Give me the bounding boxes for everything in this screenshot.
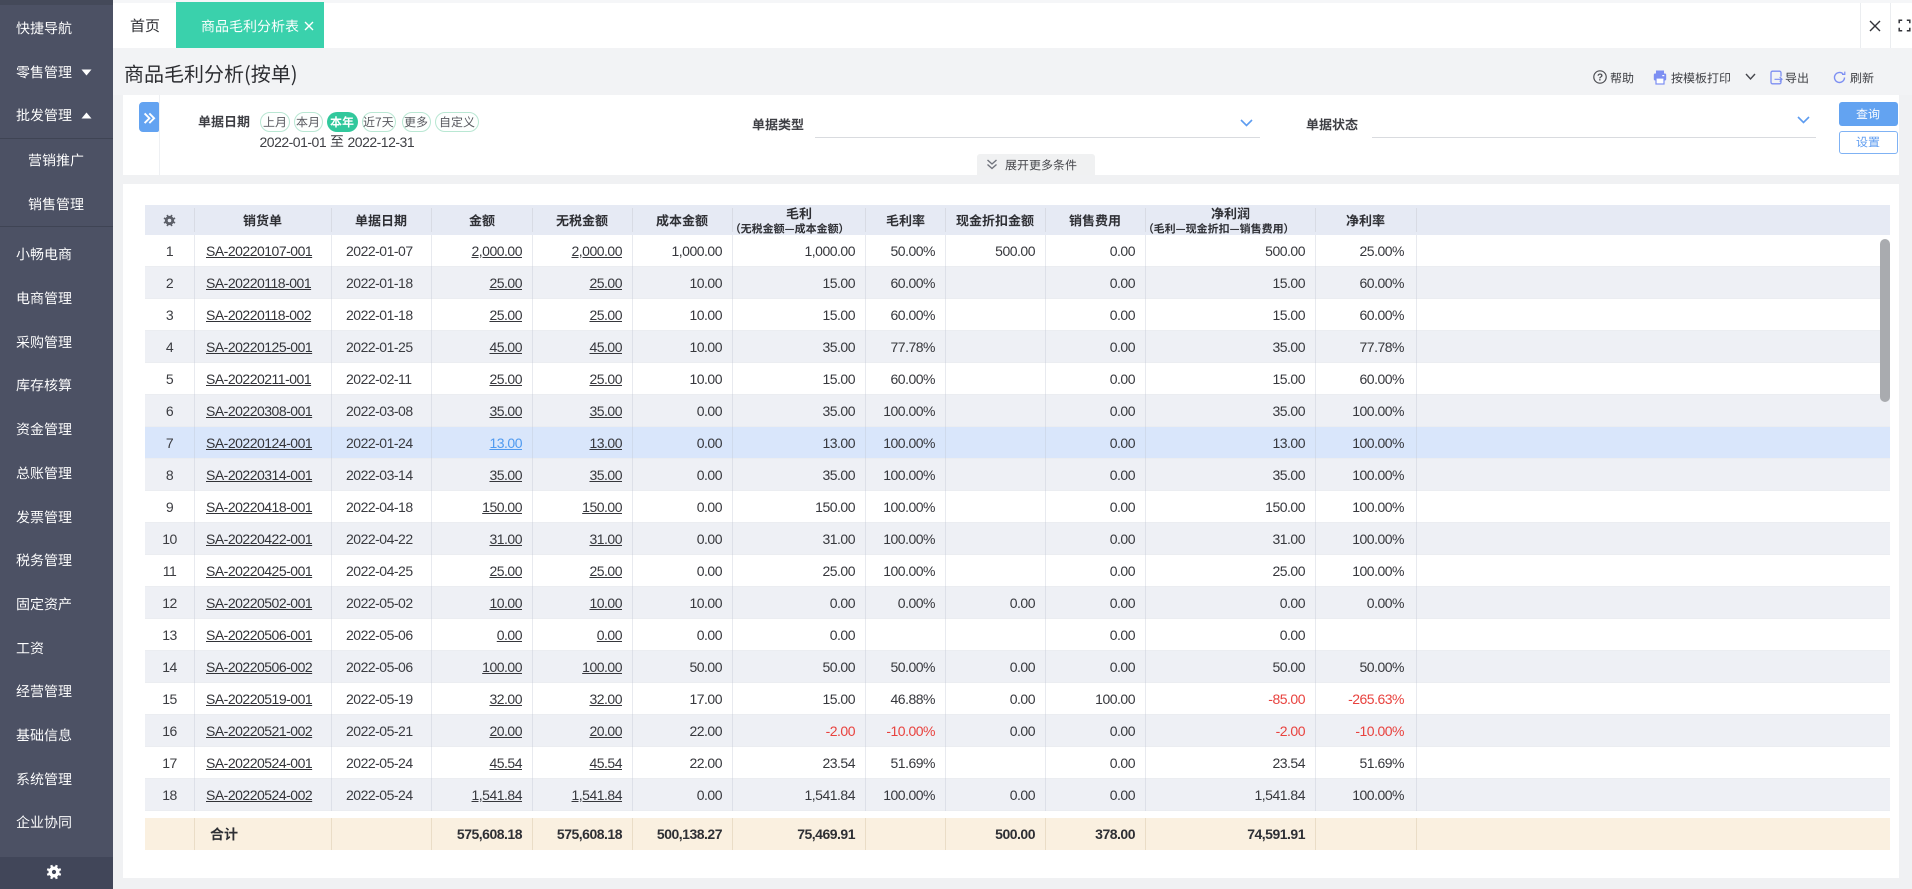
svg-text:?: ? bbox=[1596, 73, 1602, 84]
